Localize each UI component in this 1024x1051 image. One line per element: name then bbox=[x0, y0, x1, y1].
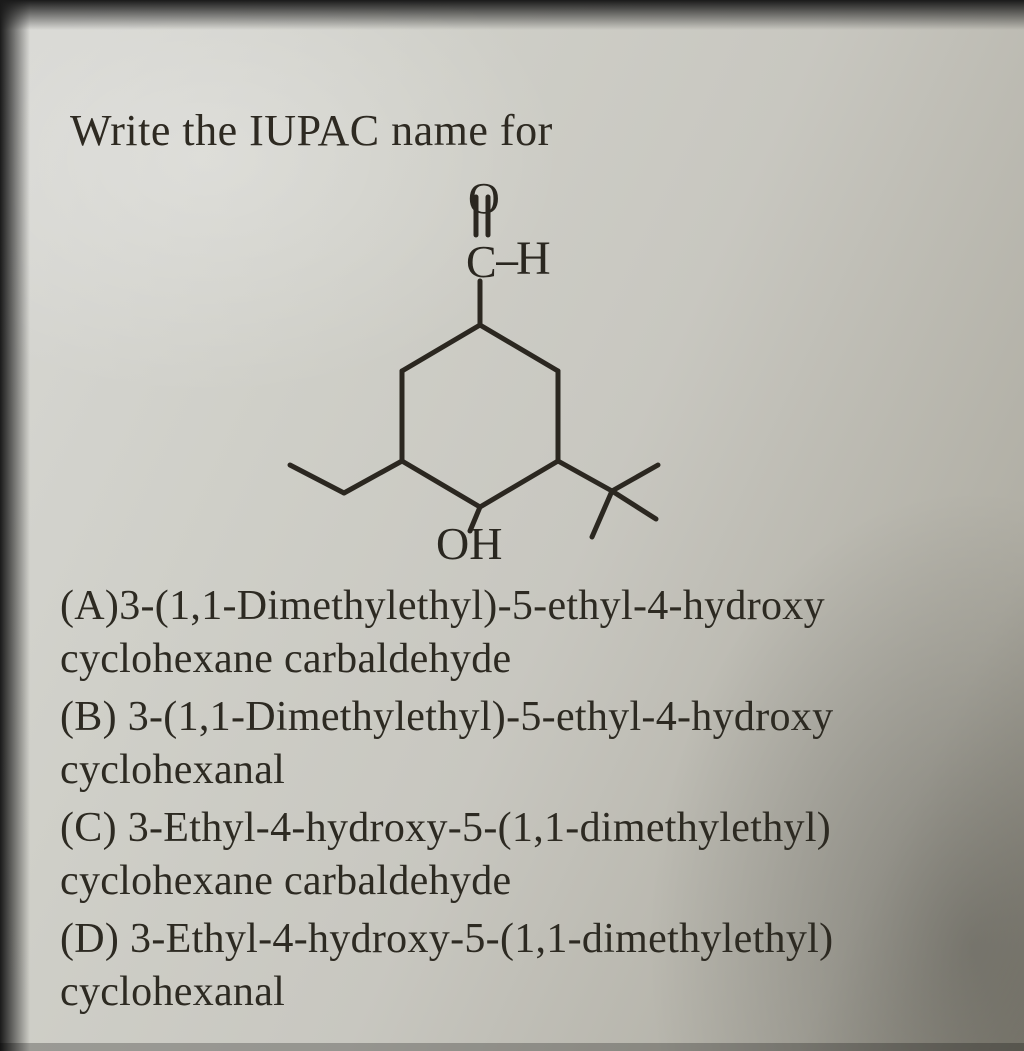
bond-dash: – bbox=[496, 239, 518, 284]
scan-shadow-top bbox=[0, 0, 1024, 30]
option-b-line1: (B) 3-(1,1-Dimethylethyl)-5-ethyl-4-hydr… bbox=[60, 691, 984, 744]
option-c-line2: cyclohexane carbaldehyde bbox=[60, 855, 984, 908]
chemical-structure: O C – H OH bbox=[260, 165, 740, 565]
option-b-tag: (B) bbox=[60, 694, 117, 740]
option-c-text1: 3-Ethyl-4-hydroxy-5-(1,1-dimethylethyl) bbox=[128, 805, 831, 851]
option-a-text1: 3-(1,1-Dimethylethyl)-5-ethyl-4-hydroxy bbox=[119, 583, 825, 629]
scan-shadow-bottom bbox=[0, 1043, 1024, 1051]
option-a-tag: (A) bbox=[60, 583, 119, 629]
option-d-line2: cyclohexanal bbox=[60, 966, 984, 1019]
atom-label-oh: OH bbox=[436, 517, 502, 570]
atom-label-c: C bbox=[466, 235, 497, 288]
scan-shadow-left bbox=[0, 0, 30, 1051]
option-b-text1: 3-(1,1-Dimethylethyl)-5-ethyl-4-hydroxy bbox=[128, 694, 834, 740]
option-b-line2: cyclohexanal bbox=[60, 744, 984, 797]
option-d-tag: (D) bbox=[60, 916, 119, 962]
atom-label-h: H bbox=[516, 231, 551, 286]
page-scan: Write the IUPAC name for O C – H OH (A)3… bbox=[0, 0, 1024, 1051]
option-a-line1: (A)3-(1,1-Dimethylethyl)-5-ethyl-4-hydro… bbox=[60, 580, 984, 633]
option-d-line1: (D) 3-Ethyl-4-hydroxy-5-(1,1-dimethyleth… bbox=[60, 913, 984, 966]
atom-label-o: O bbox=[468, 173, 500, 224]
answer-options: (A)3-(1,1-Dimethylethyl)-5-ethyl-4-hydro… bbox=[60, 580, 984, 1024]
option-a-line2: cyclohexane carbaldehyde bbox=[60, 633, 984, 686]
question-stem: Write the IUPAC name for bbox=[70, 105, 553, 156]
option-c-line1: (C) 3-Ethyl-4-hydroxy-5-(1,1-dimethyleth… bbox=[60, 802, 984, 855]
structure-svg bbox=[260, 165, 740, 565]
option-c-tag: (C) bbox=[60, 805, 117, 851]
option-d-text1: 3-Ethyl-4-hydroxy-5-(1,1-dimethylethyl) bbox=[130, 916, 833, 962]
